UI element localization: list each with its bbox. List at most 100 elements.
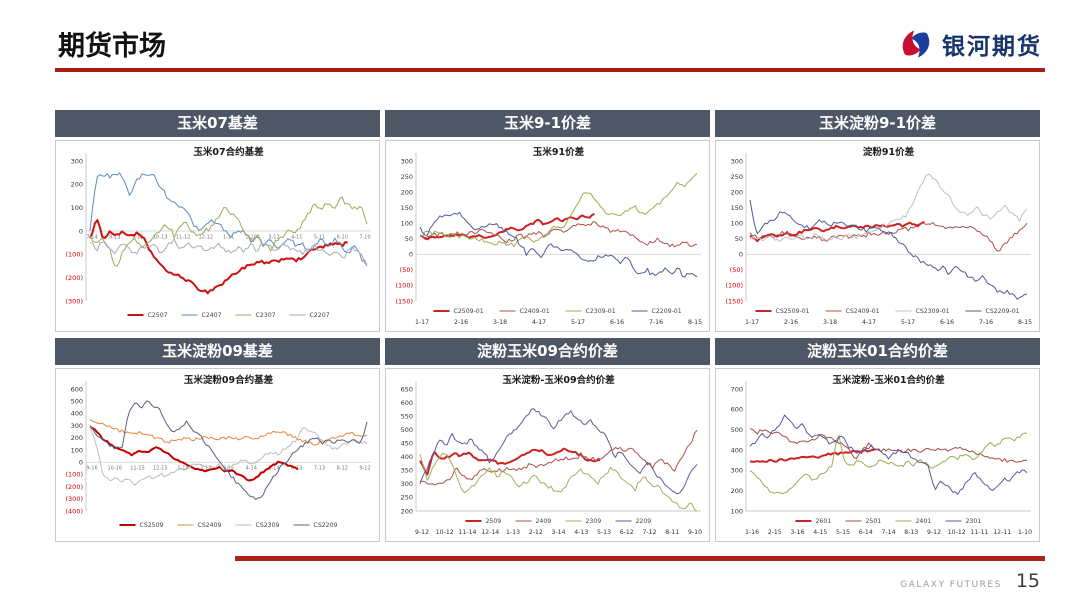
panel-starch-corn-01-spread: 淀粉玉米01合约价差 700 600 500 400 300 200 100 玉米淀粉-玉米0…: [715, 338, 1040, 542]
svg-text:1-14: 1-14: [177, 466, 188, 472]
svg-text:6-10: 6-10: [337, 235, 348, 241]
svg-text:11-15: 11-15: [130, 466, 145, 472]
svg-text:50: 50: [405, 235, 413, 243]
svg-text:8-13: 8-13: [109, 235, 120, 241]
svg-text:2-15: 2-15: [768, 529, 782, 536]
svg-text:(150): (150): [396, 297, 413, 305]
svg-text:10-12: 10-12: [948, 529, 966, 536]
svg-text:300: 300: [401, 480, 413, 488]
svg-text:9-16: 9-16: [86, 466, 97, 472]
panel-corn-07-basis: 玉米07基差 300 200 100 0 (100) (200) (300) 玉米07合约基差…: [55, 110, 380, 332]
svg-text:12-11: 12-11: [993, 529, 1011, 536]
svg-text:650: 650: [401, 385, 413, 393]
svg-text:200: 200: [731, 188, 743, 196]
svg-text:0: 0: [79, 459, 83, 467]
svg-text:300: 300: [401, 157, 413, 165]
svg-text:4-17: 4-17: [532, 319, 546, 326]
svg-text:1-10: 1-10: [1018, 529, 1032, 536]
svg-text:0: 0: [409, 251, 413, 259]
svg-text:5-13: 5-13: [597, 529, 611, 536]
svg-text:7-14: 7-14: [881, 529, 895, 536]
svg-text:2-16: 2-16: [454, 319, 468, 326]
svg-text:350: 350: [401, 467, 413, 475]
svg-text:200: 200: [71, 181, 83, 189]
chart-corn-9-1-spread: 300 250 200 150 100 50 0 (50) (100) (150) 玉米91价差 1-…: [385, 140, 710, 332]
svg-text:300: 300: [71, 422, 83, 430]
svg-text:(100): (100): [396, 282, 413, 290]
svg-text:4-11: 4-11: [291, 235, 302, 241]
svg-text:5-14: 5-14: [268, 466, 279, 472]
svg-text:10-13: 10-13: [153, 235, 168, 241]
panel-starch-corn-09-spread: 淀粉玉米09合约价差 650 600 550 500 450 400 350 300 250 20…: [385, 338, 710, 542]
svg-text:6-16: 6-16: [940, 319, 954, 326]
panel-title: 玉米07基差: [55, 110, 380, 137]
svg-text:玉米淀粉09合约基差: 玉米淀粉09合约基差: [184, 374, 274, 386]
svg-text:250: 250: [731, 173, 743, 181]
svg-text:200: 200: [731, 487, 743, 495]
svg-text:10-12: 10-12: [436, 529, 454, 536]
svg-text:2-13: 2-13: [200, 466, 211, 472]
svg-text:250: 250: [401, 173, 413, 181]
svg-text:8-13: 8-13: [904, 529, 918, 536]
svg-text:6-14: 6-14: [859, 529, 873, 536]
svg-text:11-14: 11-14: [459, 529, 477, 536]
svg-text:150: 150: [401, 204, 413, 212]
svg-text:1-17: 1-17: [415, 319, 429, 326]
title-divider: [55, 68, 1045, 72]
footer: GALAXY FUTURES 15: [900, 570, 1040, 592]
svg-text:3-14: 3-14: [551, 529, 565, 536]
svg-text:7-14: 7-14: [86, 235, 97, 241]
svg-text:2501: 2501: [866, 518, 882, 525]
svg-text:400: 400: [71, 410, 83, 418]
panel-starch-9-1-spread: 玉米淀粉9-1价差 300 250 200 150 100 50 0 (50) (100) (15…: [715, 110, 1040, 332]
svg-text:5-17: 5-17: [901, 319, 915, 326]
svg-text:150: 150: [731, 204, 743, 212]
svg-text:1-11: 1-11: [223, 235, 234, 241]
panel-title: 淀粉玉米09合约价差: [385, 338, 710, 365]
svg-text:2509: 2509: [486, 518, 502, 525]
svg-text:9-12: 9-12: [359, 466, 370, 472]
svg-text:10-16: 10-16: [107, 466, 122, 472]
chart-starch-09-basis: 600 500 400 300 200 100 0 (100) (200) (300) (400) 玉…: [55, 368, 380, 542]
svg-text:5-11: 5-11: [314, 235, 325, 241]
svg-text:600: 600: [731, 406, 743, 414]
svg-text:100: 100: [71, 446, 83, 454]
footer-brand: GALAXY FUTURES: [900, 580, 1002, 590]
svg-text:2409: 2409: [536, 518, 552, 525]
svg-text:400: 400: [401, 453, 413, 461]
svg-text:3-18: 3-18: [823, 319, 837, 326]
svg-text:500: 500: [401, 426, 413, 434]
svg-text:7-16: 7-16: [979, 319, 993, 326]
svg-text:9-12: 9-12: [927, 529, 941, 536]
svg-text:C2407: C2407: [202, 312, 222, 319]
svg-text:100: 100: [401, 220, 413, 228]
svg-text:CS2209: CS2209: [314, 522, 338, 529]
svg-text:4-17: 4-17: [862, 319, 876, 326]
svg-text:600: 600: [401, 399, 413, 407]
chart-starch-corn-09-spread: 650 600 550 500 450 400 350 300 250 200 玉米淀粉-玉米09合…: [385, 368, 710, 542]
svg-text:550: 550: [401, 412, 413, 420]
svg-text:300: 300: [731, 467, 743, 475]
svg-text:(200): (200): [66, 483, 83, 491]
panel-starch-09-basis: 玉米淀粉09基差 600 500 400 300 200 100 0 (100) (200) (3…: [55, 338, 380, 542]
chart-starch-corn-01-spread: 700 600 500 400 300 200 100 玉米淀粉-玉米01合约价差 1-16 2-…: [715, 368, 1040, 542]
svg-text:C2507: C2507: [148, 312, 168, 319]
svg-text:(100): (100): [66, 471, 83, 479]
svg-text:9-12: 9-12: [132, 235, 143, 241]
svg-text:4-15: 4-15: [813, 529, 827, 536]
svg-text:(100): (100): [726, 282, 743, 290]
svg-text:8-15: 8-15: [1018, 319, 1032, 326]
svg-text:5-17: 5-17: [571, 319, 585, 326]
svg-text:(300): (300): [66, 495, 83, 503]
svg-text:玉米淀粉-玉米01合约价差: 玉米淀粉-玉米01合约价差: [832, 374, 945, 386]
svg-text:100: 100: [731, 220, 743, 228]
svg-text:100: 100: [731, 507, 743, 515]
panel-corn-9-1-spread: 玉米9-1价差 300 250 200 150 100 50 0 (50) (100) (150)…: [385, 110, 710, 332]
svg-text:2309: 2309: [586, 518, 602, 525]
svg-text:2301: 2301: [966, 518, 982, 525]
chart-corn-07-basis: 300 200 100 0 (100) (200) (300) 玉米07合约基差 7-14 8-1…: [55, 140, 380, 332]
svg-text:CS2409: CS2409: [198, 522, 222, 529]
svg-text:玉米07合约基差: 玉米07合约基差: [193, 146, 264, 158]
svg-text:0: 0: [739, 251, 743, 259]
